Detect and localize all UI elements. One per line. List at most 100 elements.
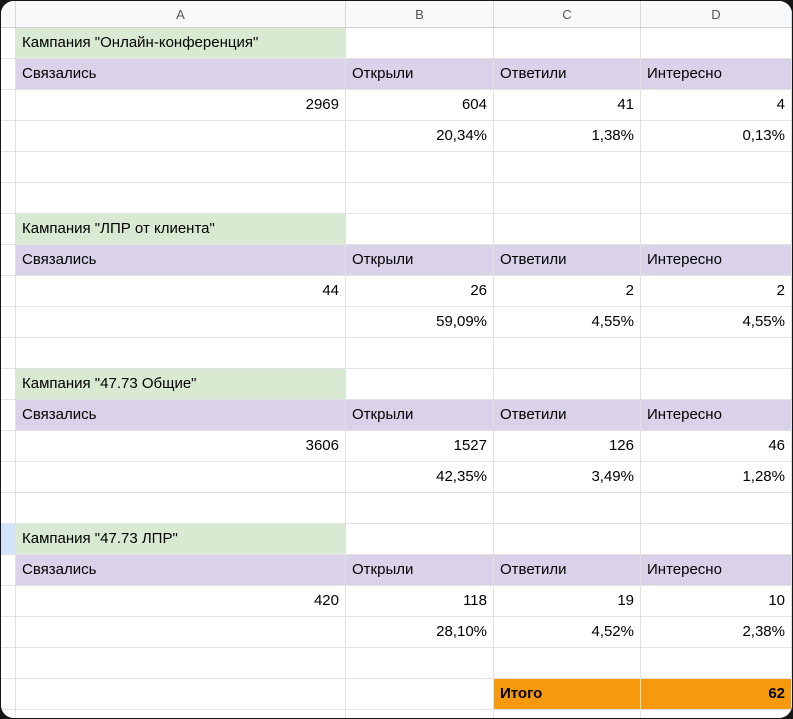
metric-header-cell[interactable]: Открыли bbox=[346, 59, 494, 90]
column-header-d[interactable]: D bbox=[641, 1, 792, 27]
empty-cell[interactable] bbox=[346, 679, 494, 710]
metric-percent-cell[interactable]: 59,09% bbox=[346, 307, 494, 338]
empty-cell[interactable] bbox=[494, 369, 641, 400]
empty-cell[interactable] bbox=[346, 152, 494, 183]
empty-cell[interactable] bbox=[16, 307, 346, 338]
empty-cell[interactable] bbox=[641, 214, 792, 245]
empty-cell[interactable] bbox=[16, 617, 346, 648]
metric-percent-cell[interactable]: 20,34% bbox=[346, 121, 494, 152]
empty-cell[interactable] bbox=[16, 462, 346, 493]
empty-cell[interactable] bbox=[494, 152, 641, 183]
empty-cell[interactable] bbox=[641, 493, 792, 524]
metric-percent-cell[interactable]: 42,35% bbox=[346, 462, 494, 493]
campaign-title-cell[interactable]: Кампания "47.73 Общие" bbox=[16, 369, 346, 400]
empty-cell[interactable] bbox=[641, 338, 792, 369]
empty-cell[interactable] bbox=[494, 493, 641, 524]
metric-header-cell[interactable]: Ответили bbox=[494, 59, 641, 90]
metric-value-cell[interactable]: 4 bbox=[641, 90, 792, 121]
empty-cell[interactable] bbox=[16, 121, 346, 152]
metric-header-cell[interactable]: Связались bbox=[16, 59, 346, 90]
empty-cell[interactable] bbox=[494, 648, 641, 679]
empty-cell[interactable] bbox=[16, 710, 346, 718]
metric-header-cell[interactable]: Ответили bbox=[494, 400, 641, 431]
empty-cell[interactable] bbox=[346, 648, 494, 679]
empty-cell[interactable] bbox=[494, 28, 641, 59]
empty-cell[interactable] bbox=[16, 493, 346, 524]
empty-cell[interactable] bbox=[641, 152, 792, 183]
empty-cell[interactable] bbox=[346, 710, 494, 718]
metric-value-cell[interactable]: 2 bbox=[494, 276, 641, 307]
sheet-row bbox=[1, 338, 792, 369]
metric-header-cell[interactable]: Открыли bbox=[346, 400, 494, 431]
empty-cell[interactable] bbox=[641, 28, 792, 59]
metric-header-cell[interactable]: Открыли bbox=[346, 555, 494, 586]
empty-cell[interactable] bbox=[494, 524, 641, 555]
metric-header-cell[interactable]: Связались bbox=[16, 555, 346, 586]
total-label-cell[interactable]: Итого bbox=[494, 679, 641, 710]
metric-value-cell[interactable]: 118 bbox=[346, 586, 494, 617]
empty-cell[interactable] bbox=[494, 183, 641, 214]
empty-cell[interactable] bbox=[346, 369, 494, 400]
sheet-row bbox=[1, 710, 792, 718]
empty-cell[interactable] bbox=[641, 183, 792, 214]
empty-cell[interactable] bbox=[16, 183, 346, 214]
metric-header-cell[interactable]: Связались bbox=[16, 400, 346, 431]
empty-cell[interactable] bbox=[494, 338, 641, 369]
column-header-c[interactable]: C bbox=[494, 1, 641, 27]
empty-cell[interactable] bbox=[16, 338, 346, 369]
metric-value-cell[interactable]: 3606 bbox=[16, 431, 346, 462]
empty-cell[interactable] bbox=[641, 369, 792, 400]
metric-header-cell[interactable]: Интересно bbox=[641, 400, 792, 431]
empty-cell[interactable] bbox=[346, 183, 494, 214]
metric-value-cell[interactable]: 44 bbox=[16, 276, 346, 307]
column-header-a[interactable]: A bbox=[16, 1, 346, 27]
campaign-title-cell[interactable]: Кампания "47.73 ЛПР" bbox=[16, 524, 346, 555]
metric-value-cell[interactable]: 10 bbox=[641, 586, 792, 617]
metric-header-cell[interactable]: Интересно bbox=[641, 245, 792, 276]
campaign-title-cell[interactable]: Кампания "Онлайн-конференция" bbox=[16, 28, 346, 59]
empty-cell[interactable] bbox=[346, 28, 494, 59]
metric-header-cell[interactable]: Интересно bbox=[641, 59, 792, 90]
metric-percent-cell[interactable]: 1,38% bbox=[494, 121, 641, 152]
metric-header-cell[interactable]: Ответили bbox=[494, 555, 641, 586]
metric-header-cell[interactable]: Связались bbox=[16, 245, 346, 276]
metric-value-cell[interactable]: 46 bbox=[641, 431, 792, 462]
metric-header-cell[interactable]: Ответили bbox=[494, 245, 641, 276]
metric-value-cell[interactable]: 1527 bbox=[346, 431, 494, 462]
metric-percent-cell[interactable]: 1,28% bbox=[641, 462, 792, 493]
empty-cell[interactable] bbox=[16, 648, 346, 679]
empty-cell[interactable] bbox=[346, 493, 494, 524]
metric-percent-cell[interactable]: 3,49% bbox=[494, 462, 641, 493]
empty-cell[interactable] bbox=[494, 710, 641, 718]
metric-value-cell[interactable]: 2 bbox=[641, 276, 792, 307]
empty-cell[interactable] bbox=[641, 648, 792, 679]
metric-header-cell[interactable]: Открыли bbox=[346, 245, 494, 276]
empty-cell[interactable] bbox=[346, 214, 494, 245]
metric-percent-cell[interactable]: 4,55% bbox=[641, 307, 792, 338]
metric-percent-cell[interactable]: 28,10% bbox=[346, 617, 494, 648]
metric-value-cell[interactable]: 26 bbox=[346, 276, 494, 307]
metric-header-cell[interactable]: Интересно bbox=[641, 555, 792, 586]
metric-percent-cell[interactable]: 4,52% bbox=[494, 617, 641, 648]
metric-value-cell[interactable]: 604 bbox=[346, 90, 494, 121]
total-value-cell[interactable]: 62 bbox=[641, 679, 792, 710]
metric-percent-cell[interactable]: 2,38% bbox=[641, 617, 792, 648]
metric-value-cell[interactable]: 126 bbox=[494, 431, 641, 462]
metric-value-cell[interactable]: 19 bbox=[494, 586, 641, 617]
empty-cell[interactable] bbox=[346, 524, 494, 555]
empty-cell[interactable] bbox=[16, 679, 346, 710]
empty-cell[interactable] bbox=[641, 710, 792, 718]
metric-value-cell[interactable]: 420 bbox=[16, 586, 346, 617]
metric-percent-cell[interactable]: 0,13% bbox=[641, 121, 792, 152]
metric-value-cell[interactable]: 41 bbox=[494, 90, 641, 121]
empty-cell[interactable] bbox=[16, 152, 346, 183]
campaign-title-cell[interactable]: Кампания "ЛПР от клиента" bbox=[16, 214, 346, 245]
column-header-b[interactable]: B bbox=[346, 1, 494, 27]
empty-cell[interactable] bbox=[346, 338, 494, 369]
empty-cell[interactable] bbox=[494, 214, 641, 245]
sheet-row: 20,34% 1,38% 0,13% bbox=[1, 121, 792, 152]
metric-percent-cell[interactable]: 4,55% bbox=[494, 307, 641, 338]
row-gutter bbox=[1, 586, 16, 617]
metric-value-cell[interactable]: 2969 bbox=[16, 90, 346, 121]
empty-cell[interactable] bbox=[641, 524, 792, 555]
